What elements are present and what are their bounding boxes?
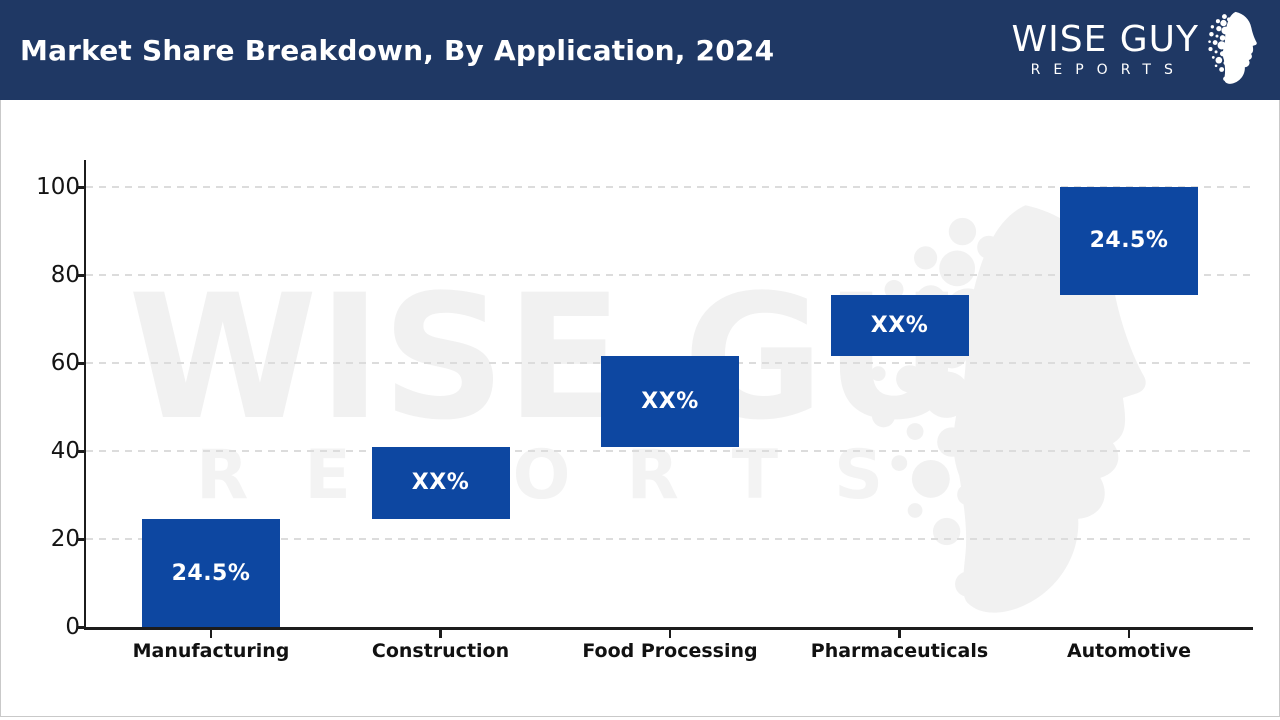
y-tick-mark — [77, 625, 85, 629]
x-category-label: Automotive — [1066, 640, 1192, 662]
y-tick-mark — [77, 449, 85, 453]
bar-value-label: XX% — [411, 470, 470, 496]
y-gridline — [86, 186, 1253, 188]
logo-subtitle: REPORTS — [1030, 62, 1186, 78]
bar-segment: 24.5% — [1060, 187, 1198, 295]
x-tick-mark — [898, 629, 901, 638]
y-gridline — [86, 538, 1253, 540]
x-tick-mark — [439, 629, 442, 638]
wiseguy-logo: WISE GUY REPORTS — [1012, 11, 1259, 89]
bar-segment: XX% — [371, 446, 510, 520]
y-tick-label: 100 — [36, 174, 80, 200]
logo-text: WISE GUY REPORTS — [1011, 19, 1200, 79]
bar-value-label: XX% — [641, 388, 699, 414]
y-tick-label: 0 — [65, 614, 80, 640]
x-tick-mark — [668, 629, 672, 638]
bar-value-label: XX% — [870, 313, 929, 339]
y-gridline — [86, 274, 1253, 276]
y-tick-mark — [77, 273, 85, 277]
y-tick-label: 60 — [50, 350, 80, 376]
y-tick-mark — [77, 537, 85, 541]
x-category-label: Construction — [371, 640, 510, 662]
bar-value-label: 24.5% — [1089, 228, 1169, 254]
x-tick-mark — [209, 629, 213, 638]
x-axis-line — [83, 627, 1253, 630]
y-tick-label: 20 — [50, 526, 80, 552]
watermark-subtitle: REPORTS — [196, 436, 940, 515]
logo-wordmark: WISE GUY — [1011, 19, 1199, 60]
y-gridline — [86, 450, 1253, 452]
wiseguy-face-icon — [1202, 11, 1258, 89]
chart-title: Market Share Breakdown, By Application, … — [20, 33, 775, 67]
bar-value-label: 24.5% — [171, 560, 251, 586]
y-tick-mark — [77, 361, 85, 365]
bar-segment: 24.5% — [142, 519, 280, 627]
y-axis-line — [83, 160, 86, 630]
x-category-label: Food Processing — [582, 640, 758, 662]
bar-segment: XX% — [601, 356, 739, 447]
y-tick-label: 40 — [50, 438, 80, 464]
y-tick-mark — [77, 185, 85, 189]
bar-segment: XX% — [830, 294, 969, 357]
header-bar: Market Share Breakdown, By Application, … — [0, 0, 1280, 100]
x-tick-mark — [1127, 629, 1131, 638]
x-category-label: Pharmaceuticals — [810, 640, 989, 662]
y-tick-label: 80 — [50, 262, 80, 288]
x-category-label: Manufacturing — [132, 640, 290, 662]
